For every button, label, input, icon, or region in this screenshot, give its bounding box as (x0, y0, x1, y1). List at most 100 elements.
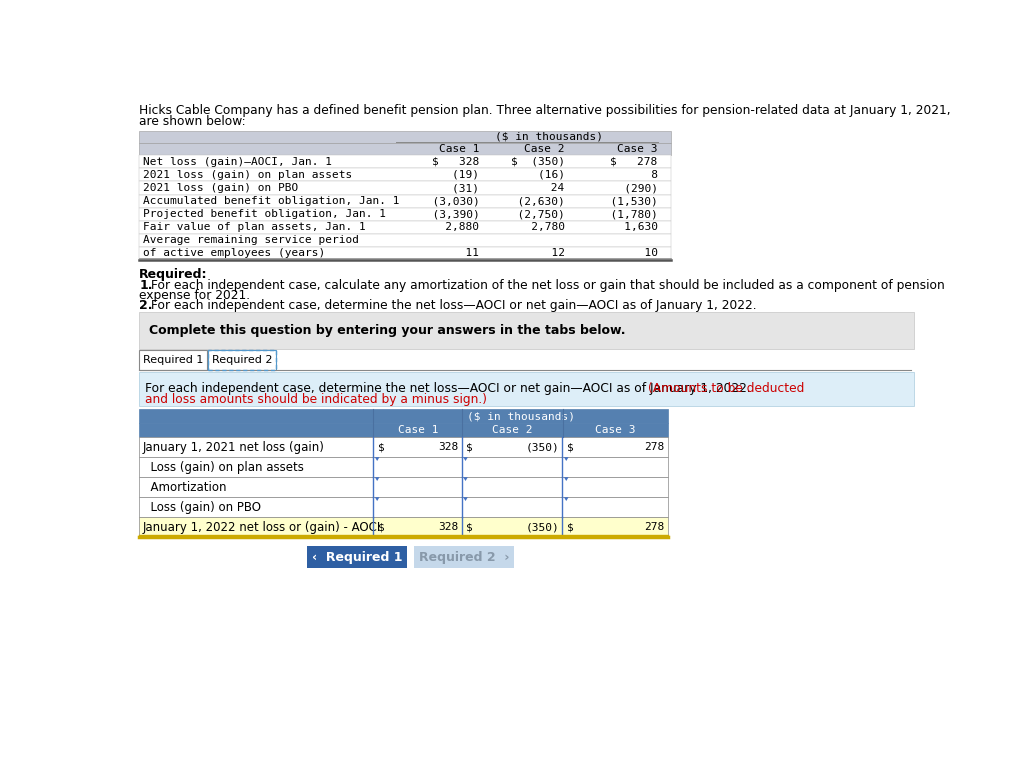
Text: (1,530): (1,530) (597, 196, 657, 206)
FancyBboxPatch shape (140, 143, 671, 155)
Polygon shape (564, 497, 569, 501)
Text: Amortization: Amortization (143, 481, 227, 494)
FancyBboxPatch shape (140, 477, 668, 497)
FancyBboxPatch shape (140, 207, 671, 220)
Text: ($ in thousands): ($ in thousands) (495, 132, 603, 142)
FancyBboxPatch shape (307, 547, 408, 568)
Text: January 1, 2021 net loss (gain): January 1, 2021 net loss (gain) (143, 441, 325, 454)
Text: Average remaining service period: Average remaining service period (143, 235, 359, 246)
FancyBboxPatch shape (140, 194, 671, 207)
FancyBboxPatch shape (140, 437, 668, 457)
Text: 2021 loss (gain) on plan assets: 2021 loss (gain) on plan assets (143, 170, 352, 180)
Text: 11: 11 (425, 249, 480, 259)
Text: Required:: Required: (140, 268, 207, 281)
FancyBboxPatch shape (140, 350, 207, 370)
Text: 2021 loss (gain) on PBO: 2021 loss (gain) on PBO (143, 183, 299, 193)
FancyBboxPatch shape (140, 181, 671, 194)
Polygon shape (564, 477, 569, 481)
Text: ($ in thousands): ($ in thousands) (466, 412, 574, 422)
Text: For each independent case, determine the net loss—AOCI or net gain—AOCI as of Ja: For each independent case, determine the… (147, 300, 757, 313)
Text: 2.: 2. (140, 300, 153, 313)
Text: (31): (31) (425, 183, 480, 193)
FancyBboxPatch shape (140, 168, 671, 181)
Text: $: $ (466, 522, 473, 532)
FancyBboxPatch shape (140, 457, 668, 477)
Text: 278: 278 (644, 522, 663, 532)
Text: Case 3: Case 3 (617, 144, 657, 154)
FancyBboxPatch shape (140, 233, 671, 247)
Text: Projected benefit obligation, Jan. 1: Projected benefit obligation, Jan. 1 (143, 209, 386, 219)
Text: $: $ (466, 442, 473, 452)
FancyBboxPatch shape (140, 423, 668, 437)
Text: 24: 24 (518, 183, 565, 193)
Text: Accumulated benefit obligation, Jan. 1: Accumulated benefit obligation, Jan. 1 (143, 196, 400, 206)
Text: January 1, 2022 net loss or (gain) - AOCI: January 1, 2022 net loss or (gain) - AOC… (143, 521, 381, 534)
Text: 8: 8 (604, 170, 657, 180)
Text: 10: 10 (604, 249, 657, 259)
Text: (2,630): (2,630) (504, 196, 565, 206)
Text: For each independent case, calculate any amortization of the net loss or gain th: For each independent case, calculate any… (147, 280, 945, 293)
FancyBboxPatch shape (140, 497, 668, 517)
Text: Case 1: Case 1 (397, 425, 439, 435)
Text: 328: 328 (439, 522, 458, 532)
Text: (3,390): (3,390) (419, 209, 480, 219)
FancyBboxPatch shape (414, 547, 515, 568)
Text: Loss (gain) on PBO: Loss (gain) on PBO (143, 501, 261, 514)
Text: For each independent case, determine the net loss—AOCI or net gain—AOCI as of Ja: For each independent case, determine the… (146, 382, 755, 396)
Text: Hicks Cable Company has a defined benefit pension plan. Three alternative possib: Hicks Cable Company has a defined benefi… (140, 104, 951, 118)
FancyBboxPatch shape (140, 155, 671, 168)
Text: $: $ (378, 442, 385, 452)
Text: Required 2: Required 2 (212, 355, 272, 365)
Text: Fair value of plan assets, Jan. 1: Fair value of plan assets, Jan. 1 (143, 222, 366, 232)
Text: $: $ (378, 522, 385, 532)
FancyBboxPatch shape (140, 372, 914, 406)
Text: Net loss (gain)–AOCI, Jan. 1: Net loss (gain)–AOCI, Jan. 1 (143, 157, 332, 167)
Text: ‹  Required 1: ‹ Required 1 (312, 551, 403, 564)
Text: $: $ (567, 442, 574, 452)
FancyBboxPatch shape (140, 312, 914, 349)
Text: 2,780: 2,780 (510, 222, 565, 232)
Text: $   328: $ 328 (432, 157, 480, 167)
Text: $  (350): $ (350) (510, 157, 565, 167)
Polygon shape (564, 457, 569, 461)
Text: Case 1: Case 1 (439, 144, 480, 154)
Text: Case 2: Case 2 (524, 144, 565, 154)
Text: expense for 2021.: expense for 2021. (140, 290, 251, 303)
Text: 1.: 1. (140, 280, 153, 293)
Text: Complete this question by entering your answers in the tabs below.: Complete this question by entering your … (149, 323, 625, 336)
Text: Case 2: Case 2 (492, 425, 533, 435)
Text: $   278: $ 278 (610, 157, 657, 167)
Text: (19): (19) (425, 170, 480, 180)
FancyBboxPatch shape (140, 220, 671, 233)
Text: Required 2  ›: Required 2 › (419, 551, 509, 564)
Text: of active employees (years): of active employees (years) (143, 249, 326, 259)
Polygon shape (463, 497, 468, 501)
Text: (2,750): (2,750) (504, 209, 565, 219)
Text: 2,880: 2,880 (425, 222, 480, 232)
Text: Required 1: Required 1 (143, 355, 203, 365)
Text: 328: 328 (439, 442, 458, 452)
Text: (1,780): (1,780) (597, 209, 657, 219)
FancyBboxPatch shape (140, 409, 668, 423)
FancyBboxPatch shape (140, 131, 671, 143)
Polygon shape (463, 457, 468, 461)
Text: Case 3: Case 3 (595, 425, 636, 435)
Text: (290): (290) (604, 183, 657, 193)
Text: (350): (350) (526, 442, 560, 452)
FancyBboxPatch shape (140, 517, 668, 538)
Text: $: $ (567, 522, 574, 532)
Text: 278: 278 (644, 442, 663, 452)
Text: 1,630: 1,630 (604, 222, 657, 232)
Text: (3,030): (3,030) (419, 196, 480, 206)
Text: Loss (gain) on plan assets: Loss (gain) on plan assets (143, 461, 304, 474)
FancyBboxPatch shape (140, 247, 671, 260)
Polygon shape (375, 497, 379, 501)
Text: 12: 12 (510, 249, 565, 259)
Polygon shape (375, 477, 379, 481)
Text: and loss amounts should be indicated by a minus sign.): and loss amounts should be indicated by … (146, 393, 488, 406)
Text: (350): (350) (526, 522, 560, 532)
Text: are shown below:: are shown below: (140, 115, 245, 128)
Text: (16): (16) (510, 170, 565, 180)
Polygon shape (375, 457, 379, 461)
FancyBboxPatch shape (208, 350, 276, 370)
